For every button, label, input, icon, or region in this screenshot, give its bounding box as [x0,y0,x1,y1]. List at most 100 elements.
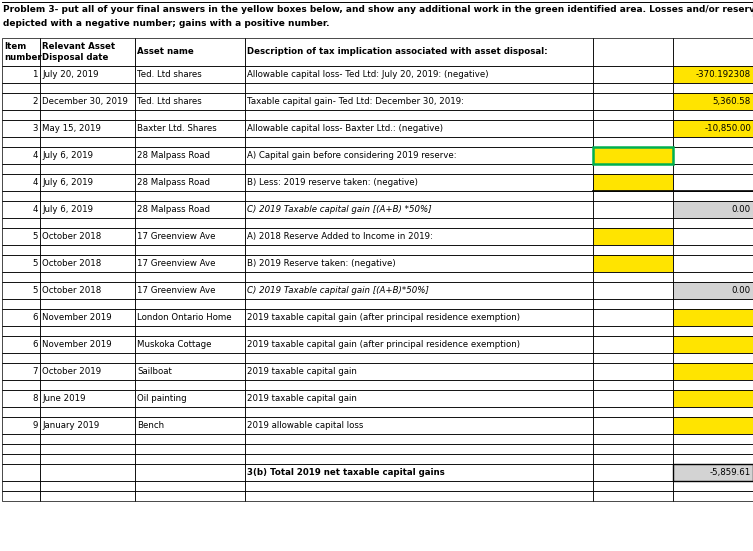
Bar [2,309,40,326]
Bar [593,434,673,444]
Text: Oil painting: Oil painting [137,394,187,403]
Text: October 2018: October 2018 [42,232,101,241]
Bar [2,164,40,174]
Bar [40,120,135,137]
Text: Allowable capital loss- Ted Ltd: July 20, 2019: (negative): Allowable capital loss- Ted Ltd: July 20… [247,70,489,79]
Bar [245,434,593,444]
Bar [40,491,135,501]
Text: 8: 8 [32,394,38,403]
Bar [673,363,753,380]
Bar [2,491,40,501]
Bar [135,218,245,228]
Bar [673,164,753,174]
Bar [2,120,40,137]
Bar [2,137,40,147]
Bar [593,390,673,407]
Bar [40,353,135,363]
Bar [593,336,673,353]
Bar [40,390,135,407]
Bar [40,174,135,191]
Bar [135,417,245,434]
Bar [2,228,40,245]
Bar [593,38,673,66]
Bar [135,444,245,454]
Bar [2,380,40,390]
Bar [673,174,753,191]
Bar [135,147,245,164]
Bar [673,353,753,363]
Bar [2,228,40,245]
Bar [135,120,245,137]
Bar [245,93,593,110]
Bar [245,38,593,66]
Bar [245,255,593,272]
Bar [245,390,593,407]
Bar [135,38,245,66]
Bar [135,255,245,272]
Bar [135,272,245,282]
Bar [673,326,753,336]
Bar [673,363,753,380]
Bar [245,363,593,380]
Bar [2,93,40,110]
Bar [40,282,135,299]
Bar [2,464,40,481]
Bar [245,299,593,309]
Bar [245,164,593,174]
Bar [245,417,593,434]
Bar [593,272,673,282]
Bar [2,353,40,363]
Bar [40,137,135,147]
Text: 5: 5 [32,286,38,295]
Bar [673,390,753,407]
Bar [2,255,40,272]
Bar [245,336,593,353]
Text: -370.192308: -370.192308 [696,70,751,79]
Bar [245,407,593,417]
Bar [40,417,135,434]
Bar [673,454,753,464]
Bar [40,245,135,255]
Bar [593,454,673,464]
Bar [135,245,245,255]
Text: 4: 4 [32,205,38,214]
Bar [673,164,753,174]
Bar [2,164,40,174]
Bar [135,491,245,501]
Bar [135,93,245,110]
Bar [2,407,40,417]
Text: Ted. Ltd shares: Ted. Ltd shares [137,97,202,106]
Bar [135,363,245,380]
Bar [673,464,753,481]
Bar [135,164,245,174]
Bar [2,137,40,147]
Bar [245,83,593,93]
Bar [2,201,40,218]
Bar [2,299,40,309]
Bar [245,417,593,434]
Text: 3: 3 [32,124,38,133]
Bar [673,380,753,390]
Bar [673,38,753,66]
Bar [593,282,673,299]
Text: January 2019: January 2019 [42,421,99,430]
Text: Baxter Ltd. Shares: Baxter Ltd. Shares [137,124,217,133]
Bar [2,83,40,93]
Bar [40,110,135,120]
Bar [245,299,593,309]
Text: 17 Greenview Ave: 17 Greenview Ave [137,259,215,268]
Bar [40,444,135,454]
Bar [40,390,135,407]
Bar [135,83,245,93]
Bar [2,66,40,83]
Bar [673,255,753,272]
Bar [135,481,245,491]
Bar [2,191,40,201]
Bar [2,282,40,299]
Bar [245,245,593,255]
Bar [2,93,40,110]
Bar [593,93,673,110]
Bar [673,407,753,417]
Bar [135,336,245,353]
Bar [245,454,593,464]
